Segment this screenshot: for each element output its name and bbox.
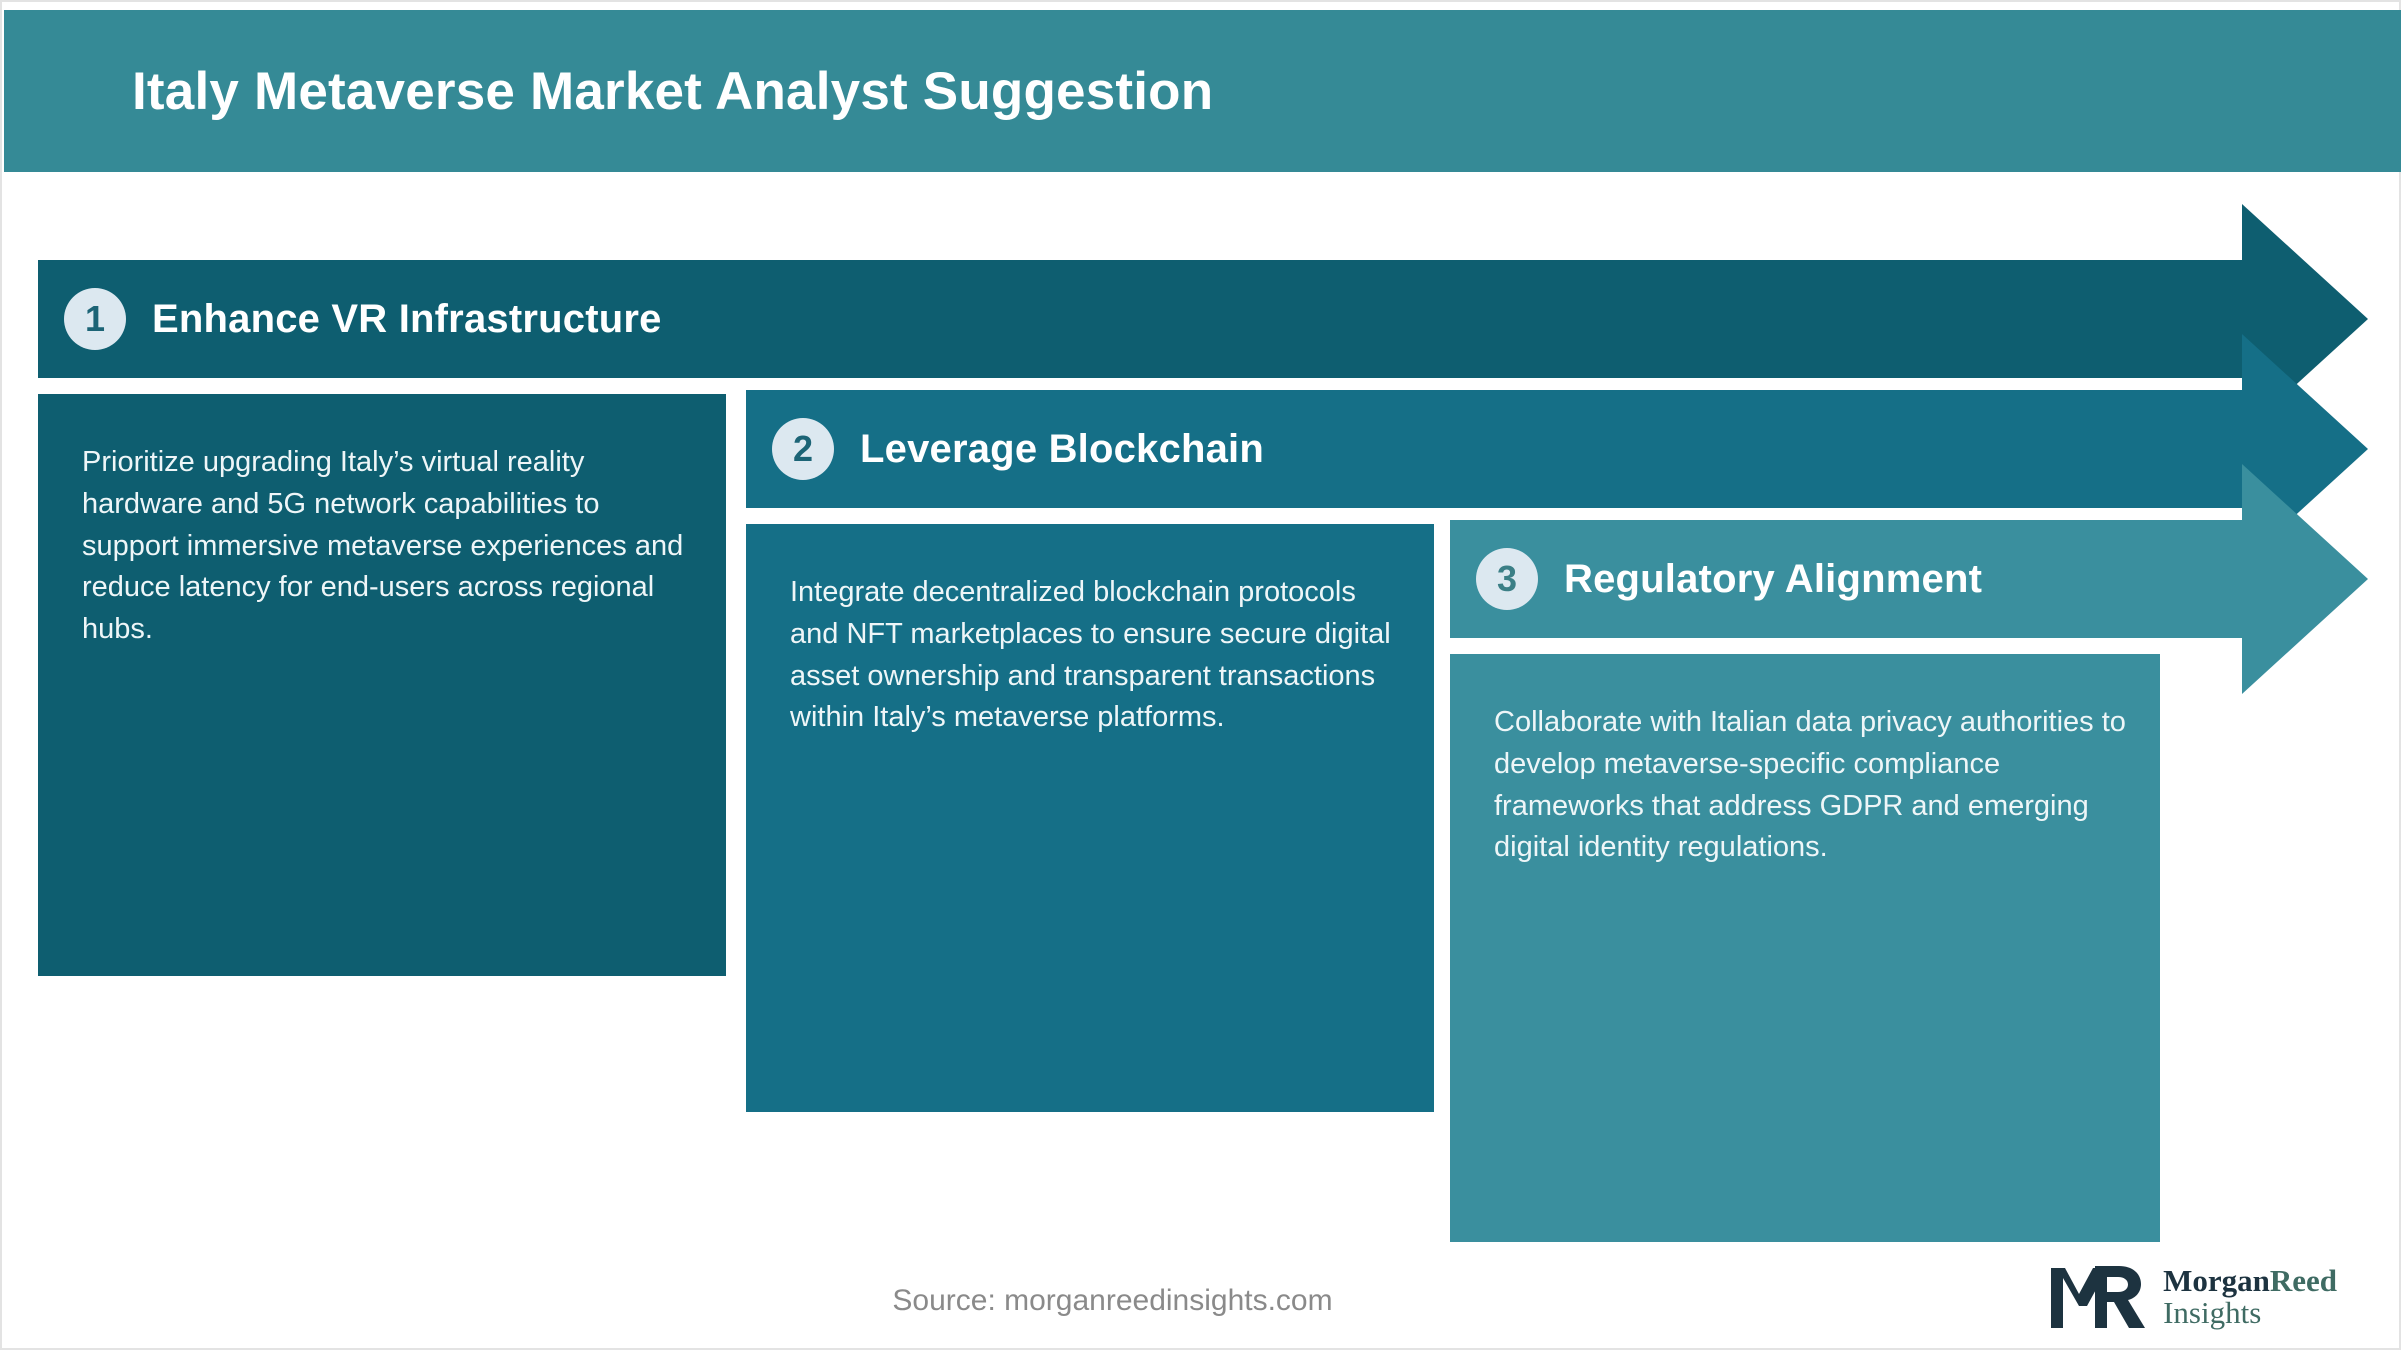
source-text: Source: morganreedinsights.com xyxy=(892,1284,1333,1317)
step-2-number: 2 xyxy=(792,428,814,469)
logo-wordmark: MorganReed Insights xyxy=(2163,1265,2337,1328)
logo-name: MorganReed xyxy=(2163,1265,2337,1297)
page-title: Italy Metaverse Market Analyst Suggestio… xyxy=(132,61,1214,121)
step-2-title: Leverage Blockchain xyxy=(860,426,1264,471)
arrow-shape-3 xyxy=(1450,464,2368,694)
logo-tagline: Insights xyxy=(2163,1295,2262,1330)
step-1-body-text: Prioritize upgrading Italy’s virtual rea… xyxy=(82,446,684,645)
header-bar: Italy Metaverse Market Analyst Suggestio… xyxy=(4,10,2401,172)
logo-name-reed: Reed xyxy=(2269,1263,2337,1299)
source-attribution: Source: morganreedinsights.com xyxy=(2,1284,2401,1318)
step-1-number: 1 xyxy=(84,298,106,339)
step-2-number-badge: 2 xyxy=(772,418,834,480)
step-3-title-content: 3 Regulatory Alignment xyxy=(1450,520,1982,638)
step-2-body-text: Integrate decentralized blockchain proto… xyxy=(790,576,1391,734)
step-2-body-box: Integrate decentralized blockchain proto… xyxy=(746,524,1434,1112)
step-1-title-content: 1 Enhance VR Infrastructure xyxy=(38,260,662,378)
step-3-body-box: Collaborate with Italian data privacy au… xyxy=(1450,654,2160,1242)
brand-logo: MorganReed Insights xyxy=(2049,1264,2337,1330)
step-3-number-badge: 3 xyxy=(1476,548,1538,610)
logo-name-morgan: Morgan xyxy=(2163,1263,2270,1299)
step-1-body-box: Prioritize upgrading Italy’s virtual rea… xyxy=(38,394,726,976)
step-1-number-badge: 1 xyxy=(64,288,126,350)
step-1-title-arrow: 1 Enhance VR Infrastructure xyxy=(38,204,2368,434)
arrow-shape-2 xyxy=(746,334,2368,564)
step-1-title: Enhance VR Infrastructure xyxy=(152,296,662,341)
step-3-title: Regulatory Alignment xyxy=(1564,556,1983,601)
step-3-number: 3 xyxy=(1496,558,1518,599)
step-3-title-arrow: 3 Regulatory Alignment xyxy=(1450,464,2368,694)
step-3-body-text: Collaborate with Italian data privacy au… xyxy=(1494,706,2126,864)
step-2-title-content: 2 Leverage Blockchain xyxy=(746,390,1264,508)
mr-monogram-icon xyxy=(2051,1266,2146,1328)
step-2-title-arrow: 2 Leverage Blockchain xyxy=(746,334,2368,564)
arrow-shape-1 xyxy=(38,204,2368,434)
